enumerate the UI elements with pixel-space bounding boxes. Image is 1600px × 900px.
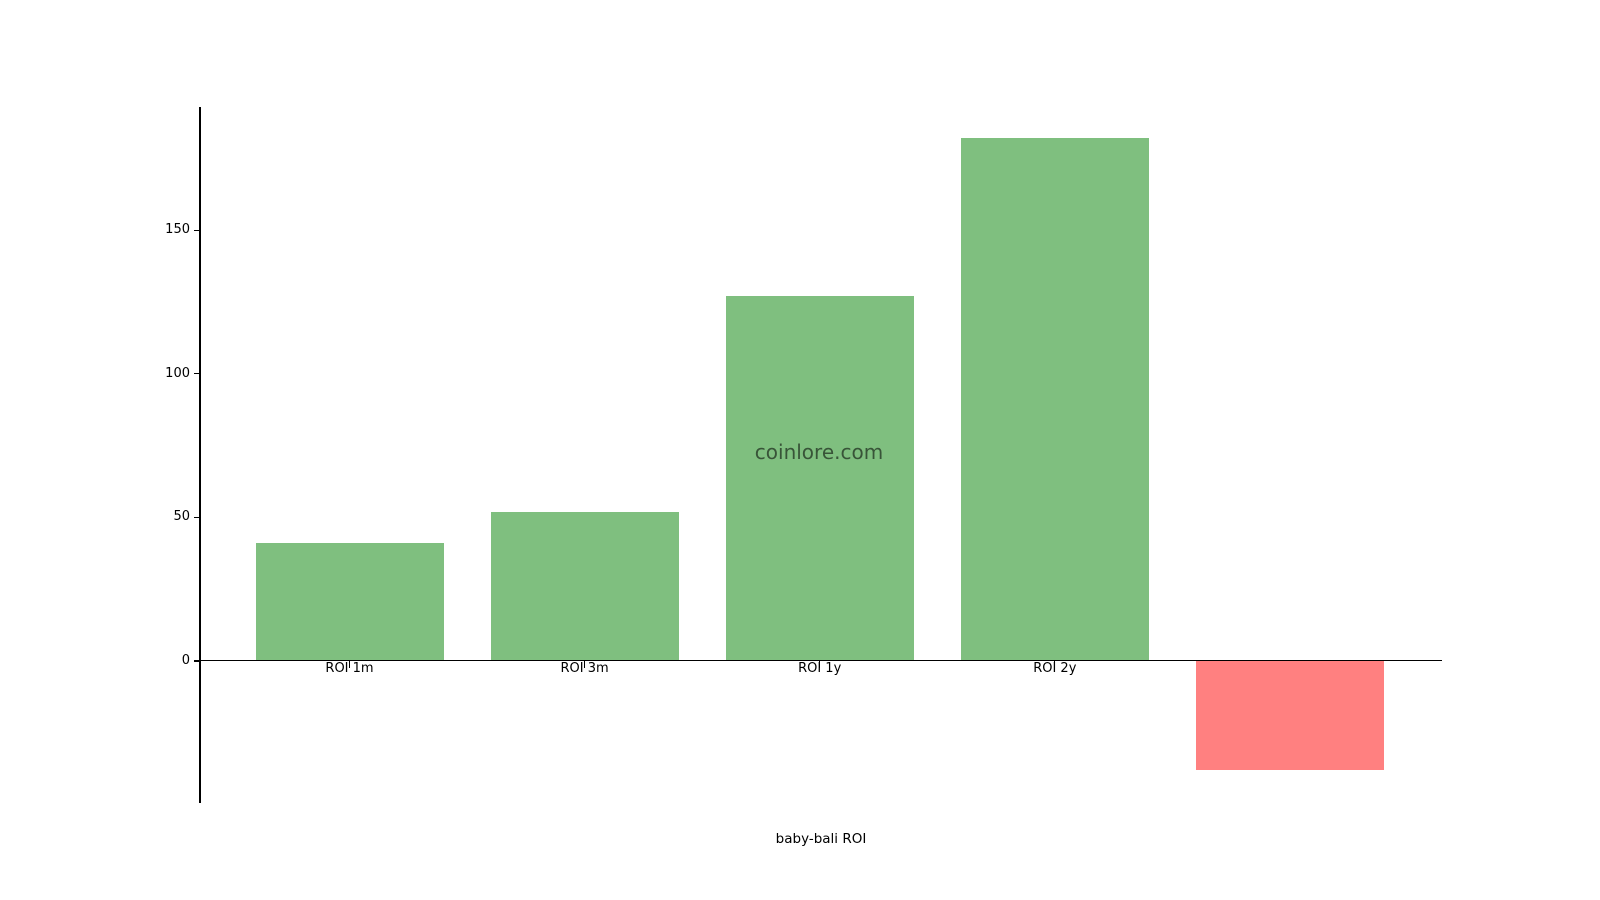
y-tick-label: 150 xyxy=(165,222,190,238)
x-tick-label: ROI 1m xyxy=(325,660,374,676)
y-tick-label: 100 xyxy=(165,365,190,381)
y-tick-mark xyxy=(193,373,200,375)
x-tick-label: ROI 1y xyxy=(798,660,842,676)
y-tick-label: 0 xyxy=(181,653,190,668)
bar-roi-1y xyxy=(725,296,914,661)
y-axis-line xyxy=(199,106,201,803)
x-tick-mark xyxy=(1054,661,1056,668)
bar-roi-1m xyxy=(255,543,444,661)
bar-roi-2y xyxy=(960,138,1149,661)
y-tick-mark xyxy=(193,516,200,519)
bar-4 xyxy=(1195,661,1384,771)
x-tick-label: ROI 3m xyxy=(560,660,609,676)
x-axis-line xyxy=(199,660,1443,662)
watermark: coinlore.com xyxy=(754,440,884,464)
y-tick-label: 50 xyxy=(173,509,190,525)
y-tick-mark xyxy=(193,229,200,231)
bar-roi-3m xyxy=(490,511,679,661)
x-tick-mark xyxy=(348,661,351,668)
chart-title: baby-bali ROI xyxy=(775,831,867,847)
x-tick-label: ROI 2y xyxy=(1033,660,1077,676)
y-tick-mark xyxy=(193,660,200,662)
x-tick-mark xyxy=(584,661,586,668)
x-tick-mark xyxy=(819,661,821,668)
